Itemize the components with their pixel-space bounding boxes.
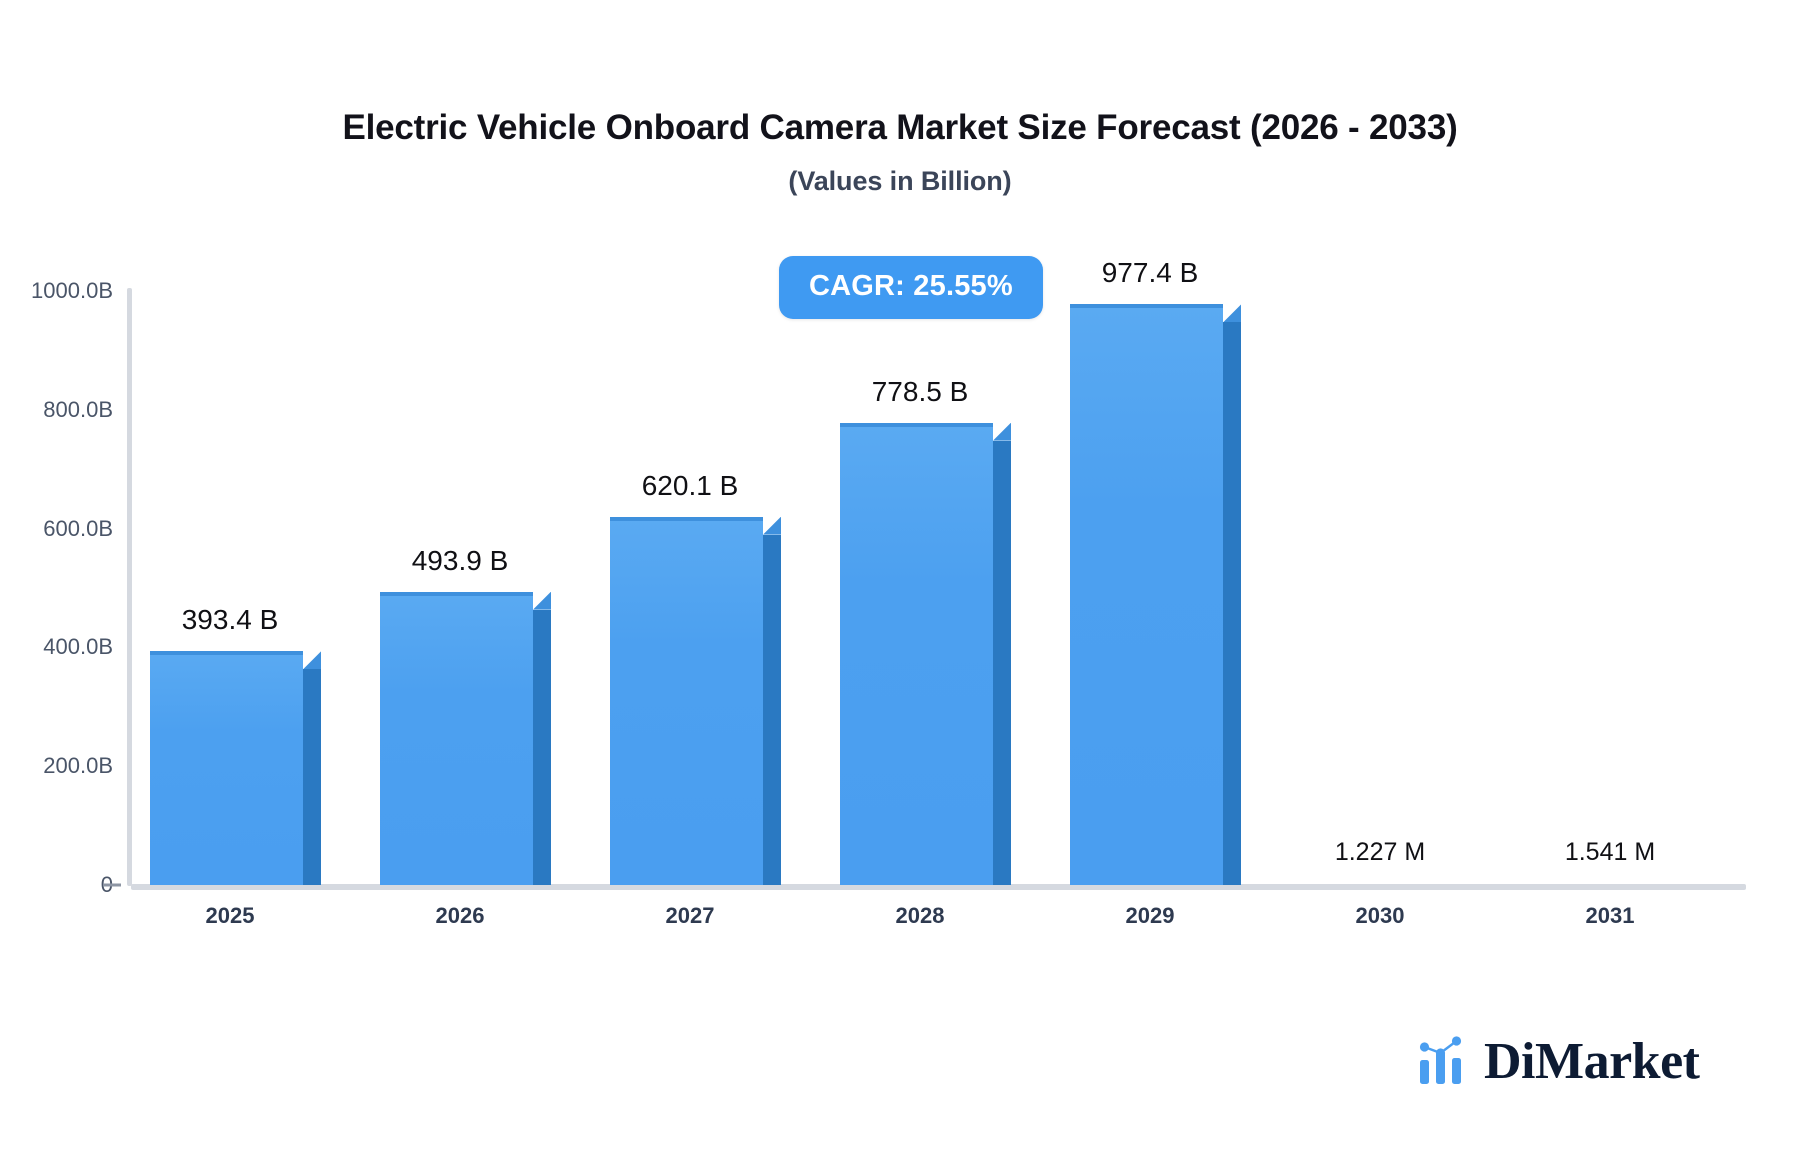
brand-name: DiMarket [1484, 1033, 1700, 1090]
y-axis-tick-label: 800.0B [43, 396, 113, 422]
bar-value-label: 620.1 B [641, 469, 739, 501]
cagr-badge: CAGR: 25.55% [779, 256, 1043, 319]
bar-front-face [610, 516, 763, 885]
bar-value-label: 1.227 M [1334, 837, 1426, 866]
bar-side-face [763, 534, 781, 885]
plot-area [131, 291, 1746, 885]
bar-side-bevel [533, 591, 551, 610]
x-axis-tick-label: 2030 [1355, 903, 1405, 928]
brand-logo: DiMarket [1418, 1033, 1700, 1090]
bar-top-edge [150, 651, 303, 656]
bar-side-bevel [303, 651, 321, 670]
bar[interactable] [1070, 304, 1241, 885]
bar-side-face [1223, 322, 1241, 885]
bar[interactable] [610, 516, 781, 885]
chart-subtitle: (Values in Billion) [788, 166, 1012, 197]
y-axis-tick-label: 1000.0B [31, 278, 113, 303]
y-axis-tick-label: 400.0B [43, 634, 113, 660]
x-axis-tick-label: 2027 [665, 903, 715, 928]
bar-top-edge [840, 422, 993, 427]
bar[interactable] [150, 651, 321, 885]
bar-value-label: 1.541 M [1564, 837, 1656, 866]
bar-side-face [303, 669, 321, 885]
y-axis-tick-mark [103, 883, 121, 887]
bar-top-edge [1070, 304, 1223, 309]
bar-value-label: 493.9 B [411, 544, 509, 576]
y-axis-line [127, 288, 132, 886]
bar-front-face [840, 422, 993, 885]
y-axis-tick-label: 200.0B [43, 753, 113, 779]
y-axis-tick-label: 600.0B [43, 515, 113, 541]
bar-top-edge [610, 516, 763, 521]
x-axis-tick-label: 2029 [1125, 903, 1175, 928]
x-axis-tick-label: 2025 [205, 903, 255, 928]
bar-value-label: 393.4 B [181, 604, 279, 636]
bar-side-bevel [763, 516, 781, 535]
bar[interactable] [380, 591, 551, 885]
y-axis-tick-label: 0 [3, 872, 113, 898]
chart-title: Electric Vehicle Onboard Camera Market S… [342, 108, 1458, 147]
bar-chart-icon [1419, 1036, 1462, 1084]
bar-front-face [1070, 304, 1223, 885]
bar-side-bevel [1223, 304, 1241, 323]
bar-value-label: 977.4 B [1101, 257, 1199, 289]
bar-side-face [533, 609, 551, 885]
bar[interactable] [840, 422, 1011, 885]
bar-front-face [150, 651, 303, 885]
bar-side-bevel [993, 422, 1011, 441]
bar-side-face [993, 440, 1011, 885]
x-axis-line [131, 884, 1746, 890]
bar-value-label: 778.5 B [871, 375, 969, 407]
x-axis-tick-label: 2028 [895, 903, 945, 928]
bar-top-edge [380, 591, 533, 596]
title-block: Electric Vehicle Onboard Camera Market S… [0, 108, 1800, 197]
bar-front-face [380, 591, 533, 885]
x-axis-tick-label: 2031 [1585, 903, 1635, 928]
x-axis-tick-label: 2026 [435, 903, 485, 928]
